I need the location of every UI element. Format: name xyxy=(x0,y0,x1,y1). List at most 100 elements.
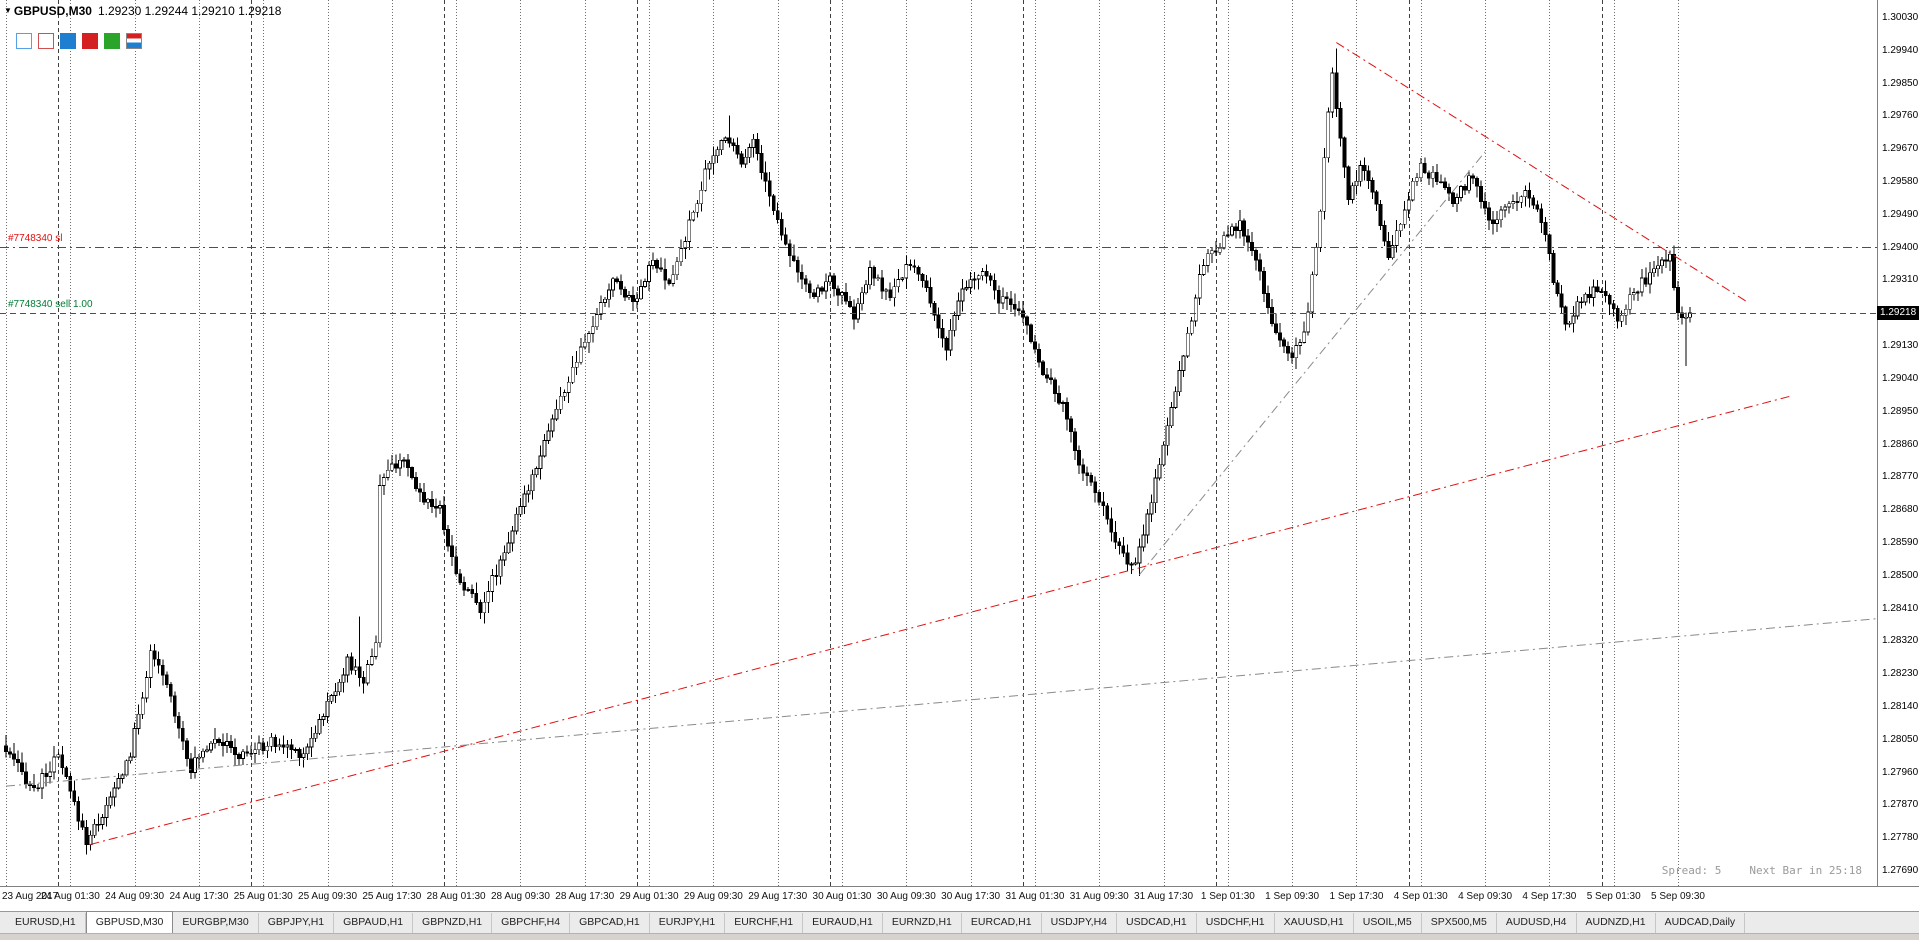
candle-body xyxy=(924,280,929,288)
candle-body xyxy=(534,468,539,476)
candle-body xyxy=(1153,477,1158,504)
green-solid-swatch-icon[interactable] xyxy=(104,33,120,49)
candle-body xyxy=(791,255,796,261)
chart-tab-xauusd-h1[interactable]: XAUUSD,H1 xyxy=(1275,913,1354,933)
chart-tab-usoil-m5[interactable]: USOIL,M5 xyxy=(1354,913,1422,933)
price-axis-label: 1.29040 xyxy=(1882,372,1919,384)
candle-body xyxy=(586,333,591,343)
chart-tab-gbpcad-h1[interactable]: GBPCAD,H1 xyxy=(570,913,650,933)
candle-body xyxy=(321,716,326,721)
candle-body xyxy=(1447,187,1451,194)
candle-body xyxy=(1627,294,1632,310)
candle-body xyxy=(289,744,294,751)
candle-body xyxy=(619,280,623,290)
candle-body xyxy=(1455,196,1459,205)
candle-body xyxy=(1101,501,1106,507)
time-axis[interactable]: 23 Aug 2017 24 Aug 01:30 24 Aug 09:30 24 Au… xyxy=(0,886,1919,911)
candle-body xyxy=(832,275,836,290)
ascending-gray-trendline-steep[interactable] xyxy=(1139,151,1486,576)
chart-tab-audusd-h4[interactable]: AUDUSD,H4 xyxy=(1497,913,1577,933)
candle-body xyxy=(679,247,684,263)
candle-body xyxy=(478,602,483,614)
candle-body xyxy=(1676,287,1680,314)
candle-body xyxy=(852,306,856,320)
candle-body xyxy=(1057,393,1061,404)
candle-body xyxy=(486,591,491,603)
candle-body xyxy=(1463,186,1467,191)
chart-tab-gbpaud-h1[interactable]: GBPAUD,H1 xyxy=(334,913,414,933)
candle-body xyxy=(1451,192,1455,205)
candle-body xyxy=(992,279,997,291)
candle-body xyxy=(36,787,41,790)
candle-body xyxy=(1527,189,1532,199)
candle-body xyxy=(940,327,945,339)
red-blue-stripes-swatch-icon[interactable] xyxy=(126,33,142,49)
chart-tab-usdjpy-h4[interactable]: USDJPY,H4 xyxy=(1042,913,1118,933)
candle-body xyxy=(265,745,270,752)
candle-body xyxy=(1045,374,1049,379)
candle-body xyxy=(1157,464,1162,479)
time-axis-label: 5 Sep 09:30 xyxy=(1651,891,1705,902)
candle-body xyxy=(1109,518,1114,533)
price-chart[interactable] xyxy=(0,0,1877,886)
time-axis-label: 4 Sep 09:30 xyxy=(1458,891,1513,902)
candle-body xyxy=(1201,265,1206,275)
candle-body xyxy=(611,278,615,291)
candle-body xyxy=(1342,137,1347,168)
chart-tab-eurnzd-h1[interactable]: EURNZD,H1 xyxy=(883,913,962,933)
price-axis-label: 1.28140 xyxy=(1882,700,1919,712)
candle-body xyxy=(1430,171,1435,179)
candle-body xyxy=(1398,223,1403,232)
chart-tab-eurcad-h1[interactable]: EURCAD,H1 xyxy=(962,913,1042,933)
chart-tab-gbpusd-m30[interactable]: GBPUSD,M30 xyxy=(85,911,174,933)
candle-body xyxy=(840,292,844,296)
blue-solid-swatch-icon[interactable] xyxy=(60,33,76,49)
candle-body xyxy=(1499,209,1504,221)
chart-tab-eurchf-h1[interactable]: EURCHF,H1 xyxy=(725,913,804,933)
candle-body xyxy=(1133,562,1138,565)
chart-tab-eurgbp-m30[interactable]: EURGBP,M30 xyxy=(173,913,259,933)
candle-body xyxy=(217,738,221,743)
candle-body xyxy=(72,790,77,802)
candle-body xyxy=(896,279,901,288)
descending-red-trendline[interactable] xyxy=(1336,42,1747,302)
ascending-red-trendline[interactable] xyxy=(90,395,1791,845)
chart-tab-gbpchf-h4[interactable]: GBPCHF,H4 xyxy=(492,913,571,933)
price-axis-label: 1.28590 xyxy=(1882,536,1919,548)
price-axis-label: 1.27960 xyxy=(1882,766,1919,778)
candle-body xyxy=(562,391,567,397)
price-axis[interactable]: 1.30030 1.29940 1.29850 1.29760 1.29670 1.295… xyxy=(1877,0,1919,886)
chart-tab-usdcad-h1[interactable]: USDCAD,H1 xyxy=(1117,913,1197,933)
candle-body xyxy=(1334,72,1339,109)
chart-tab-eurjpy-h1[interactable]: EURJPY,H1 xyxy=(650,913,726,933)
candle-body xyxy=(1181,355,1186,372)
chart-tab-gbpjpy-h1[interactable]: GBPJPY,H1 xyxy=(259,913,335,933)
red-solid-swatch-icon[interactable] xyxy=(82,33,98,49)
candle-body xyxy=(237,754,242,760)
chart-tab-eurusd-h1[interactable]: EURUSD,H1 xyxy=(6,913,86,933)
chart-area: ▼ GBPUSD,M30 1.29230 1.29244 1.29210 1.292… xyxy=(0,0,1919,911)
chart-tab-gbpnzd-h1[interactable]: GBPNZD,H1 xyxy=(413,913,493,933)
chart-tab-audnzd-h1[interactable]: AUDNZD,H1 xyxy=(1577,913,1656,933)
candle-body xyxy=(574,361,579,368)
candle-body xyxy=(856,303,860,320)
candlesticks xyxy=(4,48,1692,855)
chart-dropdown-icon[interactable]: ▼ xyxy=(4,6,12,15)
candle-body xyxy=(1286,345,1291,354)
blue-outline-swatch-icon[interactable] xyxy=(16,33,32,49)
candle-body xyxy=(1599,290,1604,293)
chart-tab-spx500-m5[interactable]: SPX500,M5 xyxy=(1422,913,1497,933)
candle-body xyxy=(357,666,362,678)
candle-body xyxy=(180,727,185,742)
chart-tab-euraud-h1[interactable]: EURAUD,H1 xyxy=(803,913,883,933)
ascending-gray-trendline-long[interactable] xyxy=(5,618,1877,787)
candle-body xyxy=(269,736,274,747)
red-outline-swatch-icon[interactable] xyxy=(38,33,54,49)
candle-body xyxy=(1121,545,1126,554)
bottom-scroll-strip[interactable] xyxy=(0,933,1919,940)
chart-tab-usdchf-h1[interactable]: USDCHF,H1 xyxy=(1197,913,1275,933)
price-axis-label: 1.28860 xyxy=(1882,438,1919,450)
chart-tab-audcad-daily[interactable]: AUDCAD,Daily xyxy=(1656,913,1746,933)
candle-body xyxy=(1097,491,1102,503)
candle-body xyxy=(1660,259,1664,267)
